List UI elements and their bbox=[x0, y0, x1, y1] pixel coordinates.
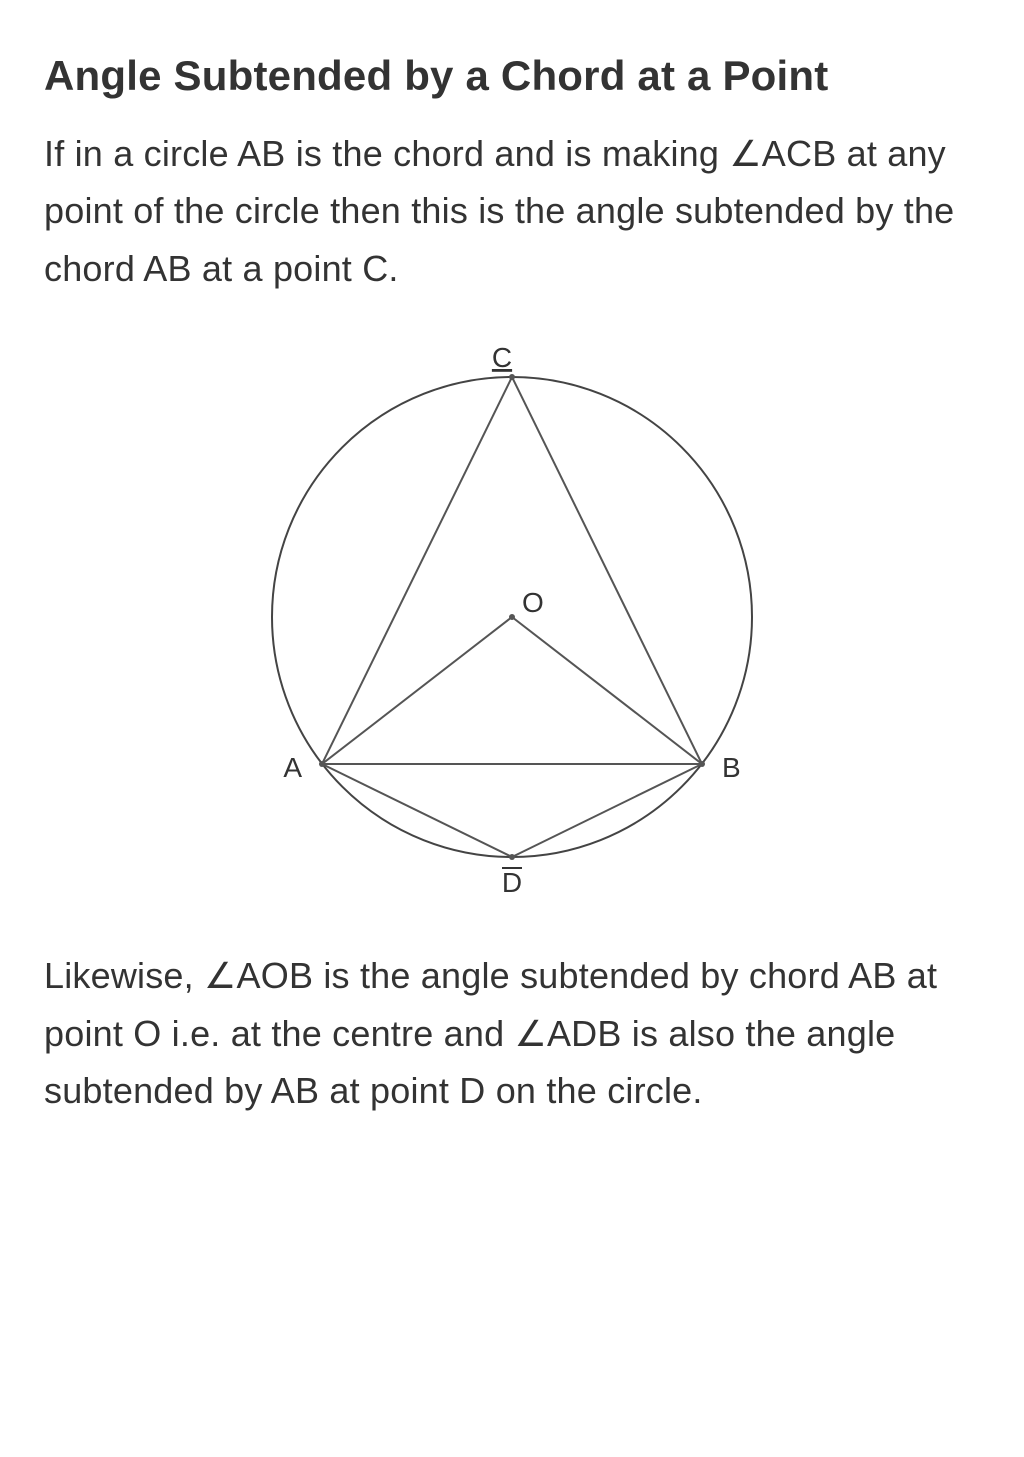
point-label-d: D bbox=[502, 867, 522, 898]
chord-line bbox=[322, 764, 512, 857]
circle-diagram: C O A B D bbox=[44, 317, 980, 917]
chord-line bbox=[512, 764, 702, 857]
outro-paragraph: Likewise, ∠AOB is the angle subtended by… bbox=[44, 947, 980, 1120]
point-marker bbox=[509, 374, 515, 380]
point-label-b: B bbox=[722, 752, 741, 783]
chord-line bbox=[512, 377, 702, 764]
intro-paragraph: If in a circle AB is the chord and is ma… bbox=[44, 125, 980, 298]
point-label-c: C bbox=[492, 342, 512, 373]
chord-line bbox=[512, 617, 702, 764]
chord-line bbox=[322, 377, 512, 764]
point-label-a: A bbox=[283, 752, 302, 783]
point-marker bbox=[509, 854, 515, 860]
diagram-svg: C O A B D bbox=[232, 317, 792, 917]
point-marker bbox=[509, 614, 515, 620]
point-marker bbox=[699, 761, 705, 767]
chord-line bbox=[322, 617, 512, 764]
point-marker bbox=[319, 761, 325, 767]
page: Angle Subtended by a Chord at a Point If… bbox=[0, 0, 1024, 1180]
page-title: Angle Subtended by a Chord at a Point bbox=[44, 50, 980, 103]
point-label-o: O bbox=[522, 587, 544, 618]
